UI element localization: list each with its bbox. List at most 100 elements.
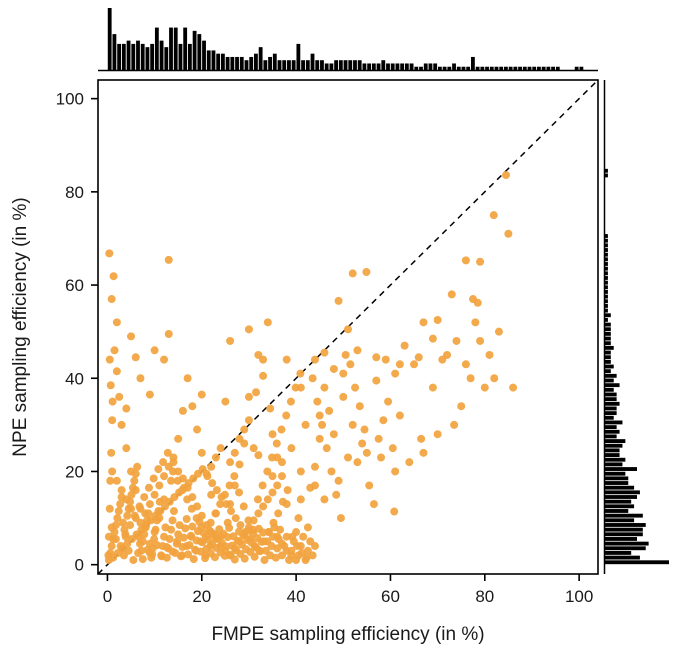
- scatter-point: [167, 476, 176, 485]
- top-histogram-bar: [126, 40, 131, 70]
- scatter-point: [355, 402, 364, 411]
- top-histogram-bar: [371, 63, 376, 70]
- scatter-point: [108, 467, 117, 476]
- top-histogram-bar: [442, 66, 447, 70]
- scatter-point: [151, 525, 160, 534]
- right-histogram-bar: [605, 173, 608, 178]
- scatter-point: [280, 542, 289, 551]
- top-histogram-bar: [282, 60, 287, 70]
- scatter-point: [145, 500, 154, 509]
- scatter-point: [108, 397, 117, 406]
- top-histogram-bar: [244, 60, 249, 70]
- right-histogram-bar: [605, 331, 611, 336]
- top-histogram-bar: [206, 50, 211, 70]
- top-histogram-bar: [183, 27, 188, 70]
- scatter-point: [244, 325, 253, 334]
- y-tick-label: 100: [56, 90, 84, 109]
- scatter-point: [197, 390, 206, 399]
- scatter-point: [447, 290, 456, 299]
- right-histogram-bar: [605, 411, 617, 416]
- scatter-point: [108, 416, 117, 425]
- scatter-point: [225, 481, 234, 490]
- scatter-point: [263, 467, 272, 476]
- scatter-point: [164, 544, 173, 553]
- right-histogram-bar: [605, 439, 626, 444]
- scatter-point: [107, 295, 116, 304]
- top-histogram-bar: [409, 63, 414, 70]
- scatter-point: [131, 353, 140, 362]
- scatter-point: [502, 171, 511, 180]
- right-histogram-bar: [605, 313, 611, 318]
- top-histogram-bar: [579, 66, 584, 70]
- top-histogram-bar: [532, 66, 537, 70]
- top-histogram-bar: [499, 66, 504, 70]
- x-tick-label: 40: [287, 587, 306, 606]
- scatter-point: [329, 430, 338, 439]
- scatter-point: [344, 453, 352, 462]
- scatter-point: [296, 495, 305, 504]
- scatter-point-layer: [104, 171, 518, 565]
- scatter-point: [308, 551, 317, 560]
- scatter-point: [168, 516, 177, 525]
- scatter-point: [220, 490, 229, 499]
- scatter-point: [226, 336, 235, 345]
- right-histogram-bar: [605, 271, 608, 276]
- scatter-point: [490, 374, 499, 383]
- top-histogram-bar: [390, 63, 395, 70]
- scatter-point: [235, 434, 244, 443]
- top-histogram-bar: [235, 56, 239, 70]
- scatter-point: [211, 453, 220, 462]
- scatter-point: [221, 397, 230, 406]
- right-histogram-bar: [605, 490, 640, 495]
- scatter-point: [303, 523, 312, 532]
- top-histogram-bar: [202, 40, 206, 70]
- scatter-point: [282, 411, 291, 420]
- scatter-point: [318, 420, 327, 429]
- scatter-point: [471, 318, 480, 327]
- scatter-point: [163, 448, 172, 457]
- scatter-point: [329, 364, 338, 373]
- scatter-point: [244, 416, 253, 425]
- top-histogram-bar: [249, 56, 254, 70]
- scatter-point: [384, 397, 393, 406]
- scatter-point: [282, 532, 291, 541]
- right-histogram-bar: [605, 378, 614, 383]
- y-tick-label: 0: [75, 556, 84, 575]
- right-histogram-bar: [605, 168, 608, 173]
- scatter-point: [308, 374, 317, 383]
- scatter-point: [106, 476, 115, 485]
- scatter-point: [287, 444, 296, 453]
- scatter-point: [296, 467, 305, 476]
- top-histogram-bar: [414, 66, 419, 70]
- scatter-point: [259, 502, 268, 511]
- top-histogram-bar: [150, 43, 155, 70]
- scatter-point: [296, 383, 305, 392]
- scatter-point: [147, 553, 156, 562]
- top-histogram-bar: [315, 60, 320, 70]
- scatter-point: [277, 425, 286, 434]
- right-histogram-bar: [605, 448, 620, 453]
- scatter-point: [185, 541, 194, 550]
- top-histogram-bar: [159, 40, 164, 70]
- scatter-point: [113, 514, 122, 523]
- scatter-point: [457, 402, 466, 411]
- right-histogram-bar: [605, 234, 608, 238]
- top-histogram-bar: [131, 43, 136, 70]
- scatter-point: [320, 495, 329, 504]
- top-histogram-bar: [192, 30, 197, 70]
- scatter-point: [485, 350, 494, 359]
- scatter-point: [230, 472, 239, 481]
- scatter-point: [395, 360, 404, 369]
- right-histogram-bar: [605, 364, 614, 369]
- right-histogram-bar: [605, 425, 617, 430]
- scatter-point: [353, 346, 362, 355]
- scatter-point: [138, 537, 147, 546]
- top-histogram-bar: [169, 27, 173, 70]
- top-histogram-bar: [164, 47, 169, 70]
- right-histogram-bar: [605, 252, 608, 257]
- right-histogram-bar: [605, 499, 632, 504]
- right-histogram-bar: [605, 317, 608, 322]
- right-histogram-bar: [605, 504, 635, 509]
- scatter-point: [216, 500, 225, 509]
- right-marginal-histogram: [605, 168, 669, 565]
